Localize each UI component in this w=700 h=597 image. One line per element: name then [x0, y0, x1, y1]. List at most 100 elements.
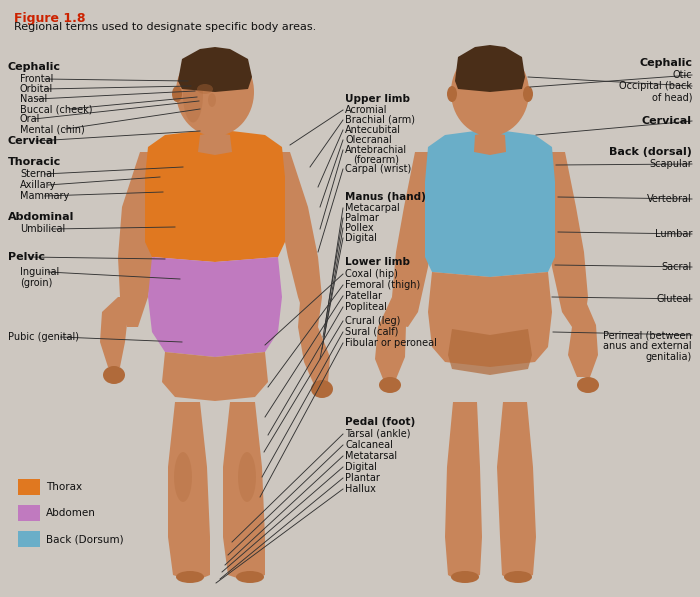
Text: Digital: Digital — [345, 462, 377, 472]
Polygon shape — [162, 352, 268, 401]
Text: Manus (hand): Manus (hand) — [345, 192, 426, 202]
Text: Abdomen: Abdomen — [46, 508, 96, 518]
Text: Pollex: Pollex — [345, 223, 374, 233]
Text: Orbital: Orbital — [20, 84, 53, 94]
Polygon shape — [100, 297, 130, 367]
Text: Lumbar: Lumbar — [654, 229, 692, 239]
Polygon shape — [428, 272, 552, 367]
Text: Nasal: Nasal — [20, 94, 48, 104]
Text: Patellar: Patellar — [345, 291, 382, 301]
Polygon shape — [198, 132, 232, 155]
Ellipse shape — [176, 48, 254, 136]
Text: Pedal (foot): Pedal (foot) — [345, 417, 415, 427]
Ellipse shape — [451, 48, 529, 136]
Text: Abdominal: Abdominal — [8, 212, 74, 222]
Text: Tarsal (ankle): Tarsal (ankle) — [345, 429, 410, 439]
Polygon shape — [265, 152, 322, 327]
Text: Plantar: Plantar — [345, 473, 380, 483]
Text: Pelvic: Pelvic — [8, 252, 45, 262]
Text: Otic: Otic — [673, 70, 692, 80]
Ellipse shape — [447, 86, 457, 102]
Text: Inguinal: Inguinal — [20, 267, 60, 277]
Ellipse shape — [197, 84, 213, 94]
Text: Frontal: Frontal — [20, 74, 53, 84]
Polygon shape — [445, 402, 482, 579]
Text: Lower limb: Lower limb — [345, 257, 410, 267]
Text: Figure 1.8: Figure 1.8 — [14, 12, 85, 25]
Text: Coxal (hip): Coxal (hip) — [345, 269, 398, 279]
Ellipse shape — [577, 377, 599, 393]
Text: Brachial (arm): Brachial (arm) — [345, 115, 415, 125]
Text: Antebrachial: Antebrachial — [345, 145, 407, 155]
Text: Antecubital: Antecubital — [345, 125, 401, 135]
Ellipse shape — [311, 380, 333, 398]
Ellipse shape — [176, 571, 204, 583]
Text: Fibular or peroneal: Fibular or peroneal — [345, 338, 437, 348]
Bar — [18, 531, 40, 547]
Text: Thorax: Thorax — [46, 482, 82, 492]
Text: Perineal (between: Perineal (between — [603, 330, 692, 340]
Text: Thoracic: Thoracic — [8, 157, 62, 167]
Text: of head): of head) — [652, 92, 692, 102]
Polygon shape — [455, 45, 525, 92]
Polygon shape — [392, 152, 440, 327]
Polygon shape — [375, 297, 406, 379]
Text: Occipital (back: Occipital (back — [619, 81, 692, 91]
Ellipse shape — [172, 86, 182, 102]
Text: Mammary: Mammary — [20, 191, 69, 201]
Text: Mental (chin): Mental (chin) — [20, 124, 85, 134]
Polygon shape — [425, 129, 555, 277]
Polygon shape — [223, 402, 265, 579]
Polygon shape — [448, 329, 532, 375]
Bar — [18, 479, 40, 495]
Text: Pubic (genital): Pubic (genital) — [8, 332, 79, 342]
Polygon shape — [497, 402, 536, 579]
Text: (forearm): (forearm) — [353, 154, 399, 164]
Ellipse shape — [183, 67, 203, 122]
Ellipse shape — [103, 366, 125, 384]
Polygon shape — [298, 302, 330, 387]
Text: Sacral: Sacral — [662, 262, 692, 272]
Ellipse shape — [504, 571, 532, 583]
Text: Scapular: Scapular — [650, 159, 692, 169]
Text: Palmar: Palmar — [345, 213, 379, 223]
Text: Back (dorsal): Back (dorsal) — [609, 147, 692, 157]
Text: Carpal (wrist): Carpal (wrist) — [345, 164, 412, 174]
Polygon shape — [118, 152, 165, 327]
Text: anus and external: anus and external — [603, 341, 692, 351]
Text: Regional terms used to designate specific body areas.: Regional terms used to designate specifi… — [14, 22, 316, 32]
Text: Oral: Oral — [20, 114, 41, 124]
Text: Cephalic: Cephalic — [8, 62, 61, 72]
Text: Cephalic: Cephalic — [639, 58, 692, 68]
Text: Axillary: Axillary — [20, 180, 57, 190]
Text: Sural (calf): Sural (calf) — [345, 327, 398, 337]
Ellipse shape — [236, 571, 264, 583]
Polygon shape — [168, 402, 210, 579]
Polygon shape — [474, 132, 506, 155]
Text: Metacarpal: Metacarpal — [345, 203, 400, 213]
Polygon shape — [568, 297, 598, 377]
Text: Popliteal: Popliteal — [345, 302, 387, 312]
Text: Digital: Digital — [345, 233, 377, 243]
Text: Umbilical: Umbilical — [20, 224, 65, 234]
Polygon shape — [178, 47, 252, 92]
Text: Cervical: Cervical — [8, 136, 58, 146]
Text: Femoral (thigh): Femoral (thigh) — [345, 280, 420, 290]
Text: Crural (leg): Crural (leg) — [345, 316, 400, 326]
Ellipse shape — [208, 93, 216, 107]
Bar — [18, 505, 40, 521]
Ellipse shape — [451, 571, 479, 583]
Polygon shape — [540, 152, 588, 327]
Text: Sternal: Sternal — [20, 169, 55, 179]
Text: Metatarsal: Metatarsal — [345, 451, 397, 461]
Text: Upper limb: Upper limb — [345, 94, 410, 104]
Text: Cervical: Cervical — [642, 116, 692, 126]
Ellipse shape — [523, 86, 533, 102]
Text: (groin): (groin) — [20, 278, 52, 288]
Text: Vertebral: Vertebral — [648, 194, 692, 204]
Polygon shape — [145, 129, 285, 262]
Polygon shape — [148, 257, 282, 357]
Ellipse shape — [174, 452, 192, 502]
Text: Acromial: Acromial — [345, 105, 388, 115]
Ellipse shape — [379, 377, 401, 393]
